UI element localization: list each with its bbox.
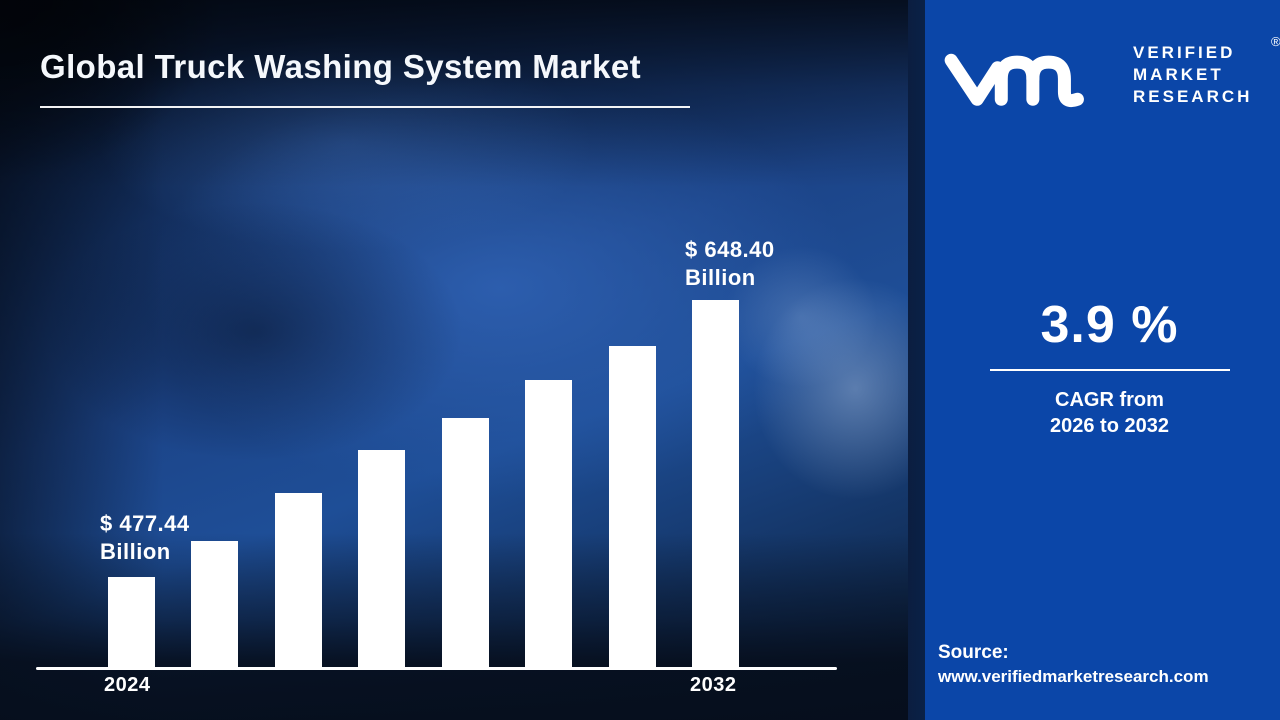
brand-word-2: MARKET: [1133, 65, 1224, 84]
vmr-monogram-icon: [944, 53, 1084, 108]
source-label: Source:: [938, 642, 1009, 663]
bar-2024: [108, 577, 155, 668]
cagr-value: 3.9 %: [1040, 296, 1179, 354]
cagr-caption-line2: 2026 to 2032: [1050, 415, 1169, 437]
source-block: Source: www.verifiedmarketresearch.com: [938, 640, 1273, 689]
x-axis-start-tick: 2024: [104, 674, 151, 696]
last-bar-unit: Billion: [685, 265, 756, 290]
bar-period-5: [442, 418, 489, 668]
cagr-underline: [989, 369, 1230, 371]
page-title: Global Truck Washing System Market: [40, 48, 642, 85]
brand-logo: VERIFIED MARKET RESEARCH ®: [943, 34, 1280, 120]
cagr-caption-line1: CAGR from: [1055, 389, 1164, 411]
bar-period-7: [609, 346, 656, 668]
first-bar-value-label: $ 477.44 Billion: [100, 510, 190, 566]
last-bar-value: $ 648.40: [685, 237, 775, 262]
bar-period-2: [191, 541, 238, 668]
brand-wordmark: VERIFIED MARKET RESEARCH: [1133, 42, 1252, 108]
cagr-caption: CAGR from 2026 to 2032: [939, 387, 1280, 439]
section-divider: [908, 0, 925, 720]
brand-word-3: RESEARCH: [1133, 87, 1253, 106]
bar-chart: [108, 300, 739, 668]
title-underline: [40, 106, 690, 108]
x-axis-end-tick: 2032: [690, 674, 737, 696]
bar-period-4: [358, 450, 405, 668]
brand-word-1: VERIFIED: [1133, 43, 1236, 62]
bar-period-3: [275, 493, 322, 668]
bar-period-6: [525, 380, 572, 668]
info-panel: VERIFIED MARKET RESEARCH ® 3.9 % CAGR fr…: [925, 0, 1280, 720]
chart-section: Global Truck Washing System Market $ 477…: [0, 0, 910, 720]
cagr-block: 3.9 % CAGR from 2026 to 2032: [925, 295, 1280, 439]
bar-2032: [692, 300, 739, 668]
first-bar-value: $ 477.44: [100, 511, 190, 536]
first-bar-unit: Billion: [100, 539, 171, 564]
last-bar-value-label: $ 648.40 Billion: [685, 236, 775, 292]
x-axis-line: [36, 667, 837, 670]
registered-trademark-symbol: ®: [1271, 34, 1280, 49]
source-url-link[interactable]: www.verifiedmarketresearch.com: [938, 667, 1209, 686]
